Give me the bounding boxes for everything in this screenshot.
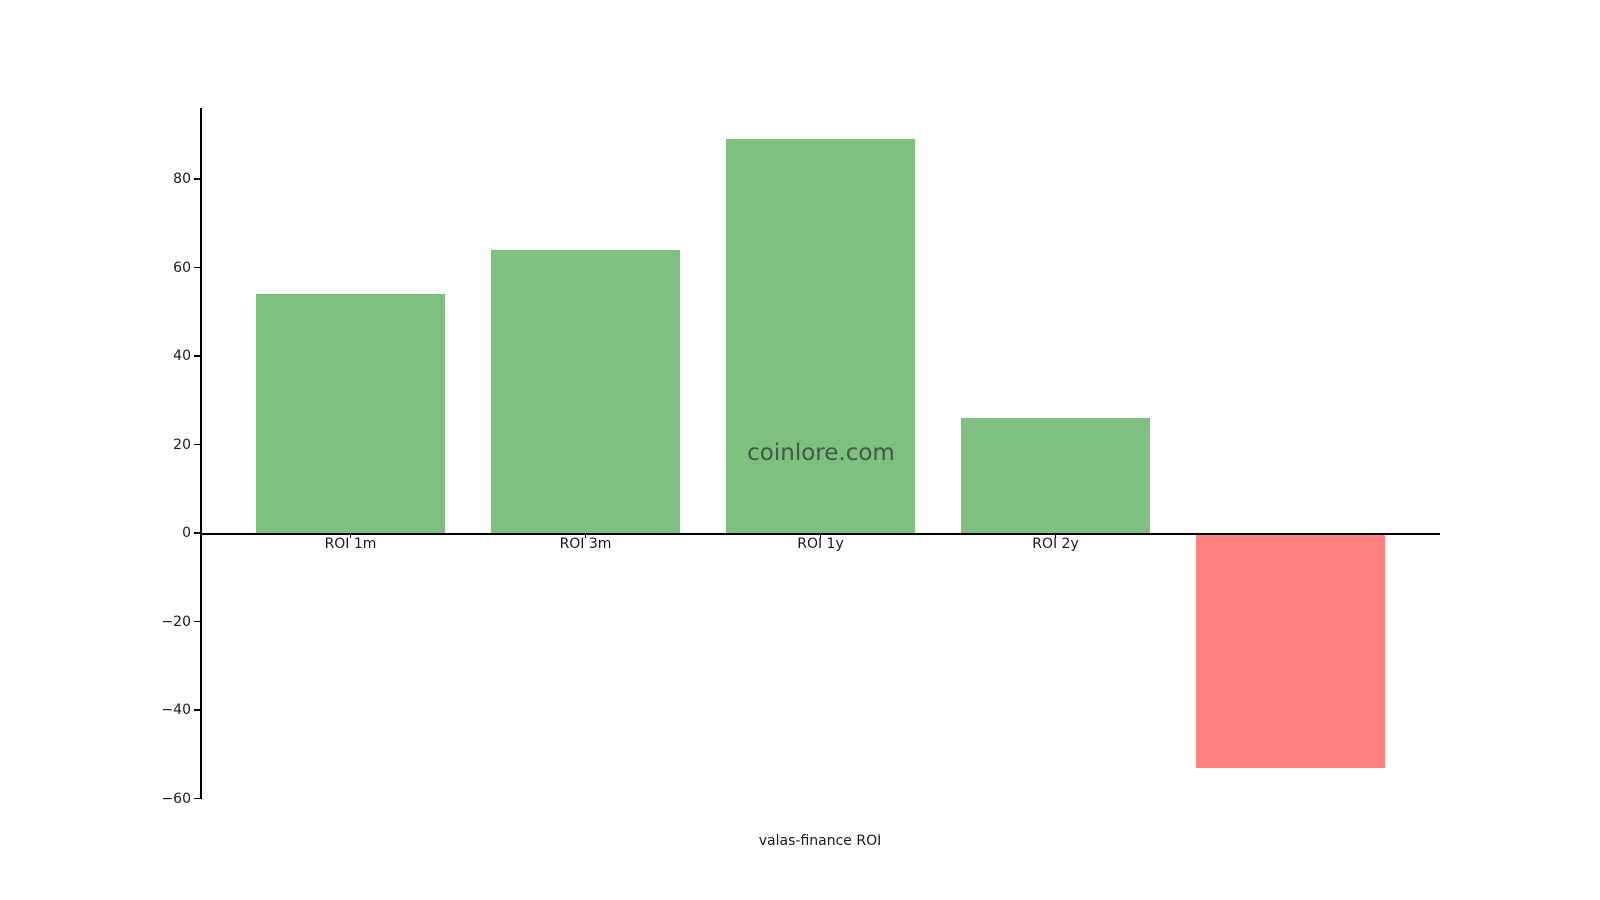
y-tick-mark (194, 620, 201, 623)
bar-roi-3m (491, 249, 680, 533)
x-tick-mark (1054, 533, 1057, 538)
x-tick-mark (584, 533, 587, 538)
y-tick-mark (194, 266, 201, 269)
y-tick-mark (194, 355, 201, 357)
y-tick-mark (194, 797, 201, 800)
x-tick-mark (349, 533, 352, 538)
x-tick-label: ROI 3m (559, 536, 612, 552)
bar-roi-1m (256, 294, 445, 533)
y-tick-label: −60 (161, 790, 191, 807)
watermark: coinlore.com (747, 440, 895, 466)
y-axis-line (200, 108, 202, 799)
bar-roi-2y (961, 417, 1150, 533)
x-tick-label: ROI 1m (324, 536, 377, 552)
y-tick-mark (194, 443, 201, 446)
bar-roi-1y (726, 139, 915, 533)
y-tick-mark (194, 709, 201, 711)
y-tick-label: −40 (161, 702, 191, 718)
y-tick-mark (194, 532, 201, 534)
y-tick-label: 0 (182, 525, 191, 541)
y-tick-label: 40 (173, 348, 191, 364)
x-tick-label: ROI 1y (797, 536, 844, 552)
y-tick-mark (194, 178, 201, 180)
x-tick-mark (819, 533, 822, 538)
bar-5 (1196, 533, 1385, 768)
x-tick-label: ROI 2y (1032, 536, 1079, 552)
y-tick-label: 60 (173, 259, 191, 276)
x-axis-title: valas-finance ROI (758, 833, 882, 849)
y-tick-label: 20 (173, 436, 191, 453)
y-tick-label: 80 (173, 171, 191, 187)
y-tick-label: −20 (161, 613, 191, 630)
